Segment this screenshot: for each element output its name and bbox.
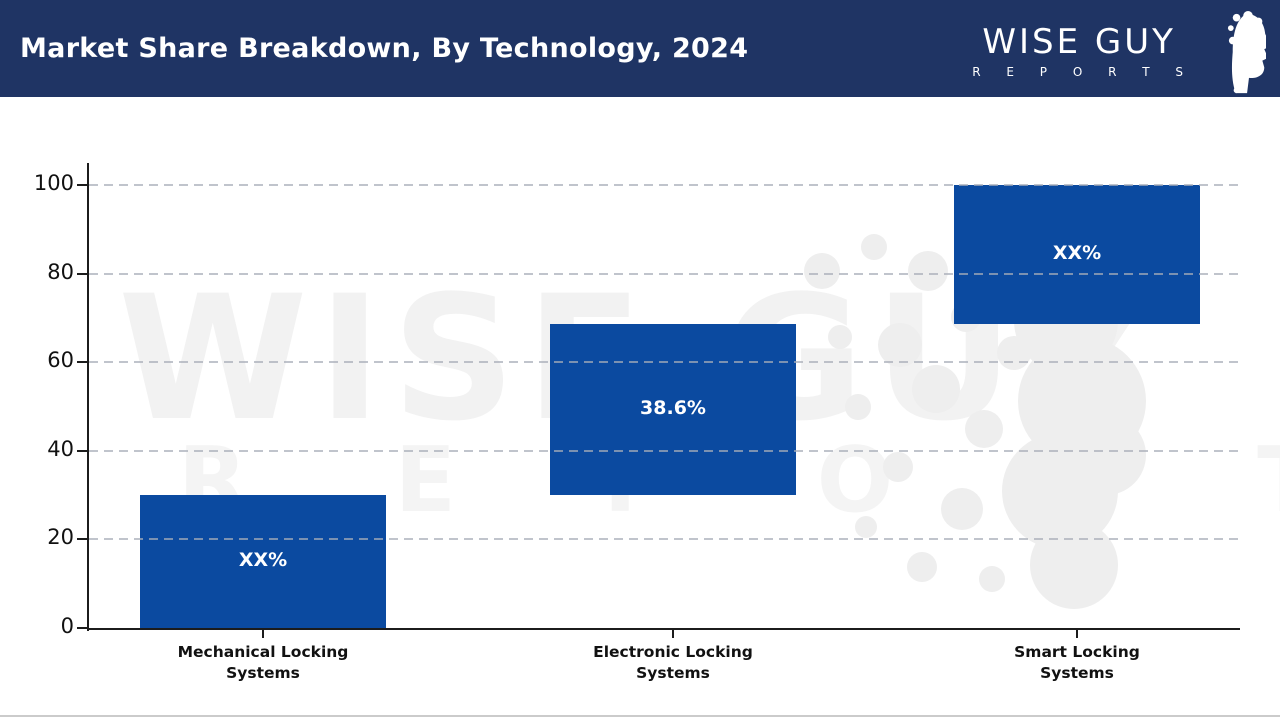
- x-category-label: Electronic Locking Systems: [518, 642, 828, 684]
- gridline: [89, 361, 1240, 364]
- y-tick-label: 20: [47, 525, 74, 550]
- y-tick-label: 60: [47, 348, 74, 373]
- y-tick-label: 40: [47, 436, 74, 461]
- bottom-border-line: [0, 715, 1280, 717]
- gridline: [89, 184, 1240, 186]
- x-axis-tick: [262, 630, 264, 638]
- wiseguy-logo-wordmark: WISE GUY: [982, 22, 1176, 62]
- y-axis-tick: [77, 538, 87, 541]
- y-axis-line: [87, 163, 89, 631]
- x-category-label-line: Systems: [636, 664, 710, 682]
- y-axis-tick: [77, 449, 87, 452]
- wiseguy-logo-text: WISE GUY R E P O R T S: [964, 22, 1194, 79]
- y-tick-label: 0: [60, 614, 74, 638]
- bar: 38.6%: [550, 324, 796, 496]
- bar: XX%: [954, 185, 1200, 325]
- y-axis-tick: [77, 627, 87, 629]
- bar-value-label: XX%: [1052, 241, 1102, 264]
- y-axis-tick: [77, 184, 87, 186]
- x-category-label-line: Smart Locking: [1014, 643, 1140, 661]
- x-category-label-line: Systems: [226, 664, 300, 682]
- x-category-label-line: Electronic Locking: [593, 643, 753, 661]
- y-tick-label: 100: [33, 171, 74, 195]
- bar: XX%: [140, 495, 386, 628]
- gridline: [89, 449, 1240, 452]
- x-axis-line: [87, 628, 1240, 630]
- gridline: [89, 538, 1240, 541]
- x-axis-tick: [1076, 630, 1078, 638]
- bar-value-label: XX%: [238, 548, 288, 571]
- y-axis-tick: [77, 361, 87, 364]
- y-axis-tick: [77, 272, 87, 275]
- x-category-label: Smart Locking Systems: [922, 642, 1232, 684]
- x-category-label-line: Mechanical Locking: [177, 643, 349, 661]
- x-category-label: Mechanical Locking Systems: [108, 642, 418, 684]
- x-category-label-line: Systems: [1040, 664, 1114, 682]
- page-title: Market Share Breakdown, By Technology, 2…: [20, 33, 749, 64]
- plot-area: 0 20 40 60 80 100 XX% Mechanical Locking Systems…: [0, 97, 1280, 720]
- bar-value-label: 38.6%: [640, 396, 706, 419]
- gridline: [89, 272, 1240, 275]
- wiseguy-face-logo-icon: [1227, 10, 1266, 94]
- wiseguy-logo: WISE GUY R E P O R T S: [972, 6, 1266, 94]
- y-tick-label: 80: [47, 259, 74, 284]
- header-bar: Market Share Breakdown, By Technology, 2…: [0, 0, 1280, 97]
- wiseguy-logo-subtext: R E P O R T S: [972, 65, 1194, 79]
- x-axis-tick: [672, 630, 674, 638]
